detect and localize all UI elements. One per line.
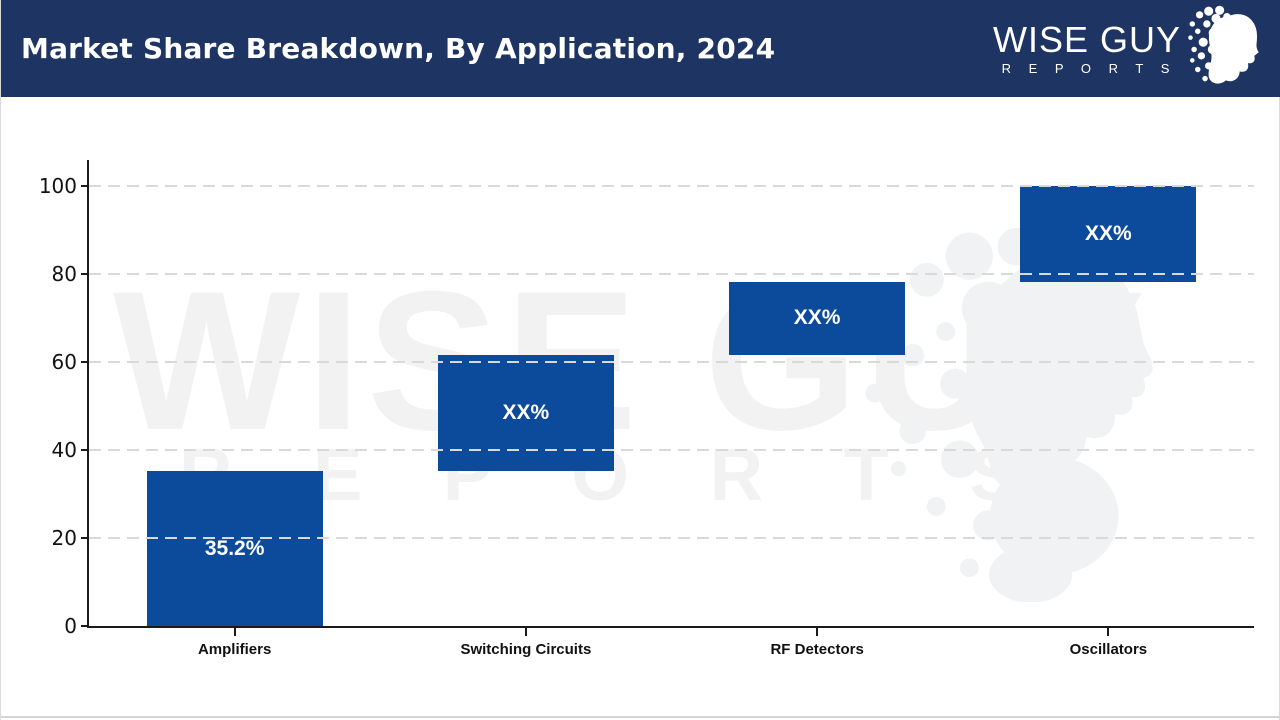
bar-value-label: XX%: [502, 400, 550, 424]
dotted-head-profile-icon: [1188, 5, 1259, 84]
x-tick-mark: [816, 628, 819, 636]
y-tick-label: 20: [51, 526, 77, 550]
y-tick-mark: [81, 537, 88, 539]
bar: [729, 281, 906, 355]
y-tick-label: 0: [64, 614, 77, 638]
y-gridline: [89, 537, 1254, 539]
y-gridline: [89, 185, 1254, 187]
y-gridline: [89, 273, 1254, 275]
bar-value-label: XX%: [1085, 221, 1132, 245]
x-category-label: Oscillators: [1069, 641, 1148, 658]
y-tick-label: 80: [51, 262, 77, 286]
header: Market Share Breakdown, By Application, …: [1, 0, 1280, 97]
y-tick-label: 100: [38, 174, 77, 198]
bar-value-label: 35.2%: [204, 536, 265, 560]
y-tick-mark: [81, 273, 88, 275]
bottom-border: [1, 716, 1280, 718]
x-axis-line: [87, 626, 1254, 628]
y-tick-mark: [81, 185, 88, 187]
y-tick-mark: [81, 449, 88, 451]
bar: [146, 471, 323, 626]
bar-value-label: XX%: [793, 306, 841, 330]
page-title: Market Share Breakdown, By Application, …: [21, 32, 776, 65]
x-category-label: Amplifiers: [197, 641, 272, 658]
x-category-label: RF Detectors: [770, 641, 864, 658]
x-tick-mark: [233, 628, 236, 636]
logo-subtitle: R E P O R T S: [1001, 60, 1177, 76]
x-category-label: Switching Circuits: [460, 641, 592, 658]
y-gridline: [89, 449, 1254, 451]
bar: [437, 354, 614, 472]
logo-text: WISE GUY R E P O R T S: [992, 18, 1181, 76]
wise-guy-logo: WISE GUY R E P O R T S: [993, 0, 1267, 97]
y-gridline: [89, 361, 1254, 363]
x-tick-mark: [1107, 628, 1110, 636]
y-tick-label: 40: [51, 438, 77, 462]
y-tick-mark: [81, 625, 88, 627]
y-axis-line: [87, 160, 89, 628]
y-tick-label: 60: [51, 350, 77, 374]
y-tick-mark: [81, 361, 88, 363]
x-tick-mark: [524, 628, 527, 636]
bar: [1020, 186, 1197, 282]
logo-name: WISE GUY: [992, 18, 1181, 60]
